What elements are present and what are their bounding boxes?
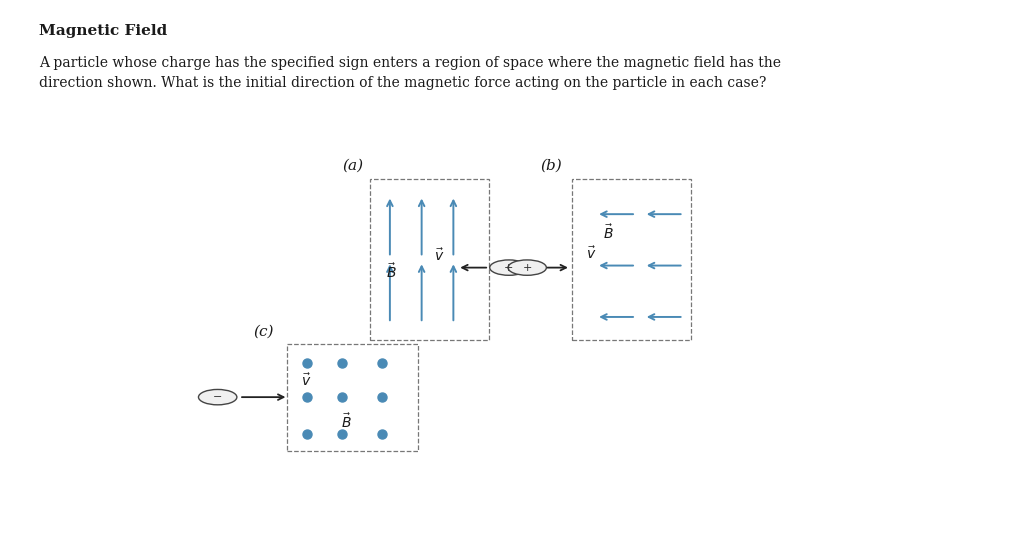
Text: $\vec{B}$: $\vec{B}$ bbox=[602, 223, 613, 242]
Text: $\vec{B}$: $\vec{B}$ bbox=[386, 262, 396, 281]
Text: $\vec{v}$: $\vec{v}$ bbox=[301, 372, 311, 389]
Text: −: − bbox=[213, 392, 222, 402]
Text: (a): (a) bbox=[342, 159, 364, 173]
Text: Magnetic Field: Magnetic Field bbox=[39, 24, 167, 38]
Text: +: + bbox=[522, 263, 531, 273]
Text: A particle whose charge has the specified sign enters a region of space where th: A particle whose charge has the specifie… bbox=[39, 56, 781, 90]
Text: $\vec{B}$: $\vec{B}$ bbox=[341, 412, 351, 431]
Text: (c): (c) bbox=[253, 325, 273, 339]
Ellipse shape bbox=[508, 260, 547, 276]
Text: $\vec{v}$: $\vec{v}$ bbox=[586, 246, 596, 262]
Ellipse shape bbox=[199, 389, 237, 405]
Text: (b): (b) bbox=[541, 159, 562, 173]
Ellipse shape bbox=[489, 260, 528, 276]
Text: +: + bbox=[504, 263, 514, 273]
Text: $\vec{v}$: $\vec{v}$ bbox=[433, 247, 444, 263]
